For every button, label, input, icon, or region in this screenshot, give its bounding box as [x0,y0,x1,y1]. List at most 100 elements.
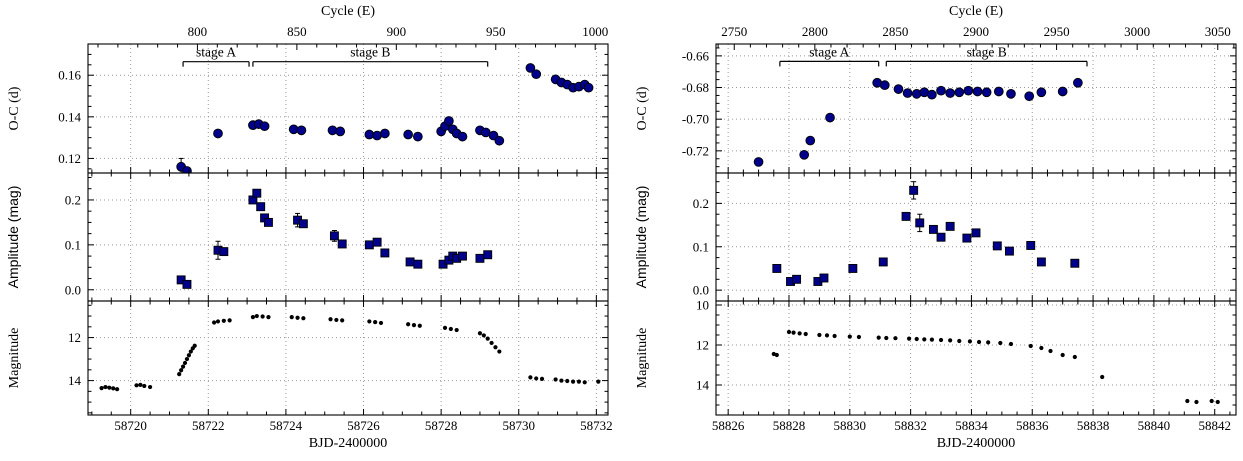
data-point [337,239,347,249]
x-tick-label: 58842 [1198,418,1231,433]
y-tick-label: 0.16 [58,68,81,83]
data-point [962,233,972,243]
data-point [1215,399,1220,405]
x-tick-label: 58826 [712,418,745,433]
top-axis-tick-label: 950 [486,24,506,39]
data-point [260,314,265,319]
data-point [1194,399,1199,405]
data-point [825,112,835,123]
data-point [539,376,545,381]
y-tick-label: 14 [68,373,82,388]
x-tick-label: 58722 [192,418,225,433]
data-point [329,231,339,241]
data-point [583,82,594,93]
gridlines [716,301,1236,415]
data-point [406,322,411,327]
top-axis-title: Cycle (E) [321,4,375,19]
data-point [876,335,881,340]
data-point [986,340,991,345]
data-point [413,131,423,142]
data-point [582,380,587,385]
stage-bracket [182,61,250,67]
x-tick-label: 58726 [347,418,380,433]
x-tick-label: 58728 [425,418,458,433]
data-point [772,264,782,273]
y-tick-label: -0.68 [682,80,709,95]
data-point [901,211,911,221]
data-point [847,334,852,339]
data-point [1005,246,1014,256]
data-point [1036,257,1046,267]
axis-ticks [716,301,1236,416]
data-point [596,379,601,384]
right-chart-svg: Cycle (E) 2750 2800 2850 2900 2950 3000 3050 BJD… [628,0,1243,461]
top-axis-tick-label: 2900 [963,24,989,39]
y-tick-label: 0.14 [58,109,81,124]
data-point [477,331,483,336]
y-tick-label: 12 [696,338,709,353]
data-point [576,379,581,384]
data-point [182,360,188,366]
panel-o-c: stage A stage B -0.66 -0.68 -0.70 -0.72 [682,43,1237,174]
data-point [335,126,346,137]
panel-border [715,300,1237,416]
data-point [457,131,468,142]
data-point [1039,345,1044,351]
top-axis-tick-label: 2850 [882,24,908,39]
top-axis-tick-label: 2800 [802,24,828,39]
data-point [967,339,973,344]
y-axis-title-magnitude: Magnitude [635,328,650,389]
y-axis-title-magnitude: Magnitude [7,328,22,389]
data-point [485,336,490,341]
data-point [957,338,962,344]
x-tick-label: 58838 [1077,418,1110,433]
data-point [212,320,217,325]
data-point [553,377,558,382]
data-point [1073,77,1083,88]
left-chart-svg: Cycle (E) 800 850 900 950 1000 BJD-2400000 5872… [0,0,615,461]
data-point [993,86,1004,97]
data-point [134,383,139,388]
data-point [1060,352,1065,358]
data-point [182,279,192,289]
stage-label: stage B [350,45,390,60]
data-point [819,273,829,283]
data-point [929,337,935,342]
data-point [138,382,143,387]
data-point [914,336,919,342]
data-point [378,320,384,326]
data-point [791,330,796,335]
data-point [531,69,542,80]
y-axis-title-amplitude: Amplitude (mag) [5,186,21,289]
data-point [1070,258,1080,268]
top-axis-tick-label: 1000 [582,24,608,39]
data-point [298,219,308,229]
data-point [489,340,494,346]
y-tick-label: 0.1 [65,237,81,252]
data-point [998,340,1003,346]
data-point [115,387,120,392]
points-o-c [753,77,1083,167]
data-point [219,247,229,257]
data-point [832,333,837,339]
y-tick-label: 10 [696,298,709,313]
data-point [213,128,223,139]
data-point [534,376,539,381]
data-point [878,257,888,267]
x-tick-label: 58840 [1138,418,1171,433]
data-point [454,327,459,333]
y-tick-label: 0.0 [65,282,81,297]
data-point [301,316,306,321]
data-point [444,116,454,126]
data-point [954,87,965,98]
axis-ticks [88,173,608,302]
data-point [971,228,981,238]
data-point [774,352,779,358]
data-point [179,368,184,373]
data-point [570,379,576,384]
y-tick-label: 12 [68,330,81,345]
data-point [192,343,197,348]
panel-o-c: stage A stage B 0.16 0.14 0.12 [58,43,609,174]
data-point [1048,348,1053,354]
